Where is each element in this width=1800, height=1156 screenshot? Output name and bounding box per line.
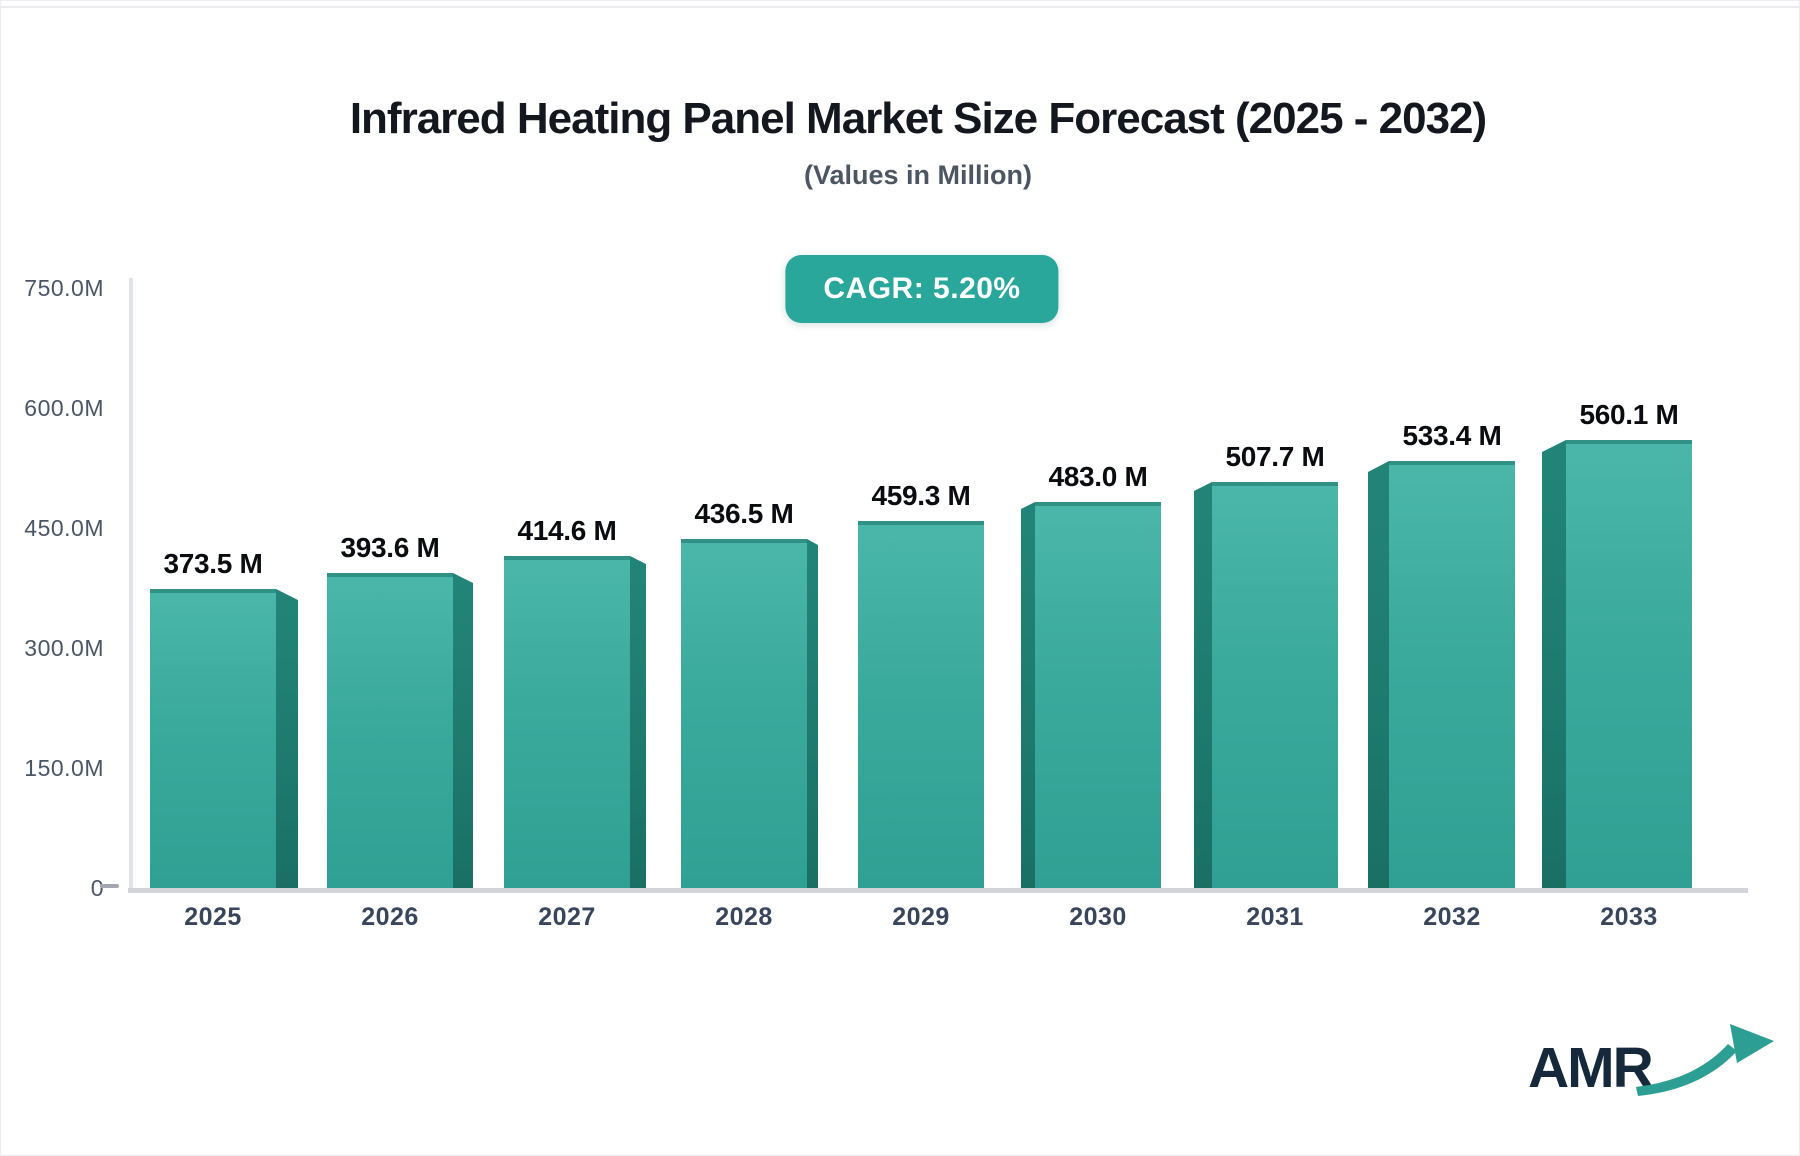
zero-tick-mark bbox=[100, 884, 119, 888]
bar-face[interactable] bbox=[1389, 461, 1515, 888]
x-axis-label: 2030 bbox=[1069, 903, 1127, 931]
y-axis: 750.0M 600.0M 450.0M 300.0M 150.0M 0 bbox=[0, 0, 104, 1156]
bar-value-label: 436.5 M bbox=[694, 498, 794, 529]
amr-logo-text: AMR bbox=[1528, 1036, 1654, 1100]
cagr-badge: CAGR: 5.20% bbox=[785, 255, 1059, 323]
growth-arrow-icon bbox=[1636, 1024, 1774, 1096]
y-axis-tick-label: 750.0M bbox=[24, 275, 104, 301]
bar-face[interactable] bbox=[1566, 440, 1692, 888]
bar-3d-side bbox=[1021, 502, 1035, 888]
bar-3d-side bbox=[1194, 482, 1212, 888]
top-divider bbox=[0, 6, 1800, 8]
bar-top-edge bbox=[150, 589, 276, 593]
bar-face[interactable] bbox=[1212, 482, 1338, 888]
x-axis-label: 2026 bbox=[361, 903, 419, 931]
bar-value-label: 507.7 M bbox=[1225, 441, 1325, 472]
bar-value-label: 483.0 M bbox=[1048, 461, 1148, 492]
bar-3d-side bbox=[630, 556, 646, 888]
bar-value-label: 560.1 M bbox=[1579, 399, 1679, 430]
bar-top-edge bbox=[1212, 482, 1338, 486]
bar-face[interactable] bbox=[1035, 502, 1161, 888]
x-axis-line bbox=[128, 888, 1748, 893]
bar-top-edge bbox=[327, 573, 453, 577]
bar-face[interactable] bbox=[858, 521, 984, 888]
bar-value-label: 373.5 M bbox=[163, 548, 263, 579]
bar-top-edge bbox=[1035, 502, 1161, 506]
x-axis-label: 2028 bbox=[715, 903, 773, 931]
x-axis-label: 2027 bbox=[538, 903, 596, 931]
bar-face[interactable] bbox=[504, 556, 630, 888]
x-axis-label: 2029 bbox=[892, 903, 950, 931]
y-axis-tick-label: 600.0M bbox=[24, 395, 104, 421]
x-axis-label: 2031 bbox=[1246, 903, 1304, 931]
chart-title: Infrared Heating Panel Market Size Forec… bbox=[349, 94, 1487, 143]
bar-value-label: 393.6 M bbox=[340, 532, 440, 563]
bar-top-edge bbox=[1389, 461, 1515, 465]
bar-top-edge bbox=[504, 556, 630, 560]
bar-face[interactable] bbox=[150, 589, 276, 888]
bar-face[interactable] bbox=[681, 539, 807, 888]
bar-3d-side bbox=[1368, 461, 1389, 888]
bar-3d-side bbox=[453, 573, 473, 888]
bar-3d-side bbox=[1542, 440, 1566, 888]
y-axis-line bbox=[129, 278, 133, 888]
bar-3d-side bbox=[807, 539, 818, 888]
bar-face[interactable] bbox=[327, 573, 453, 888]
y-axis-tick-label: 300.0M bbox=[24, 635, 104, 661]
y-axis-tick-label: 0 bbox=[90, 875, 104, 901]
y-axis-tick-label: 450.0M bbox=[24, 515, 104, 541]
bar-top-edge bbox=[858, 521, 984, 525]
x-axis-label: 2032 bbox=[1423, 903, 1481, 931]
x-axis-label: 2033 bbox=[1600, 903, 1658, 931]
bar-value-label: 414.6 M bbox=[517, 515, 617, 546]
bar-value-label: 459.3 M bbox=[871, 480, 971, 511]
bar-3d-side bbox=[276, 589, 298, 888]
y-axis-tick-label: 150.0M bbox=[24, 755, 104, 781]
chart-subtitle: (Values in Million) bbox=[803, 160, 1033, 190]
bar-top-edge bbox=[681, 539, 807, 543]
amr-logo: AMR bbox=[1528, 1024, 1788, 1128]
bar-top-edge bbox=[1566, 440, 1692, 444]
x-axis-label: 2025 bbox=[184, 903, 242, 931]
cagr-badge-label: CAGR: 5.20% bbox=[823, 272, 1021, 305]
bar-value-label: 533.4 M bbox=[1402, 420, 1502, 451]
